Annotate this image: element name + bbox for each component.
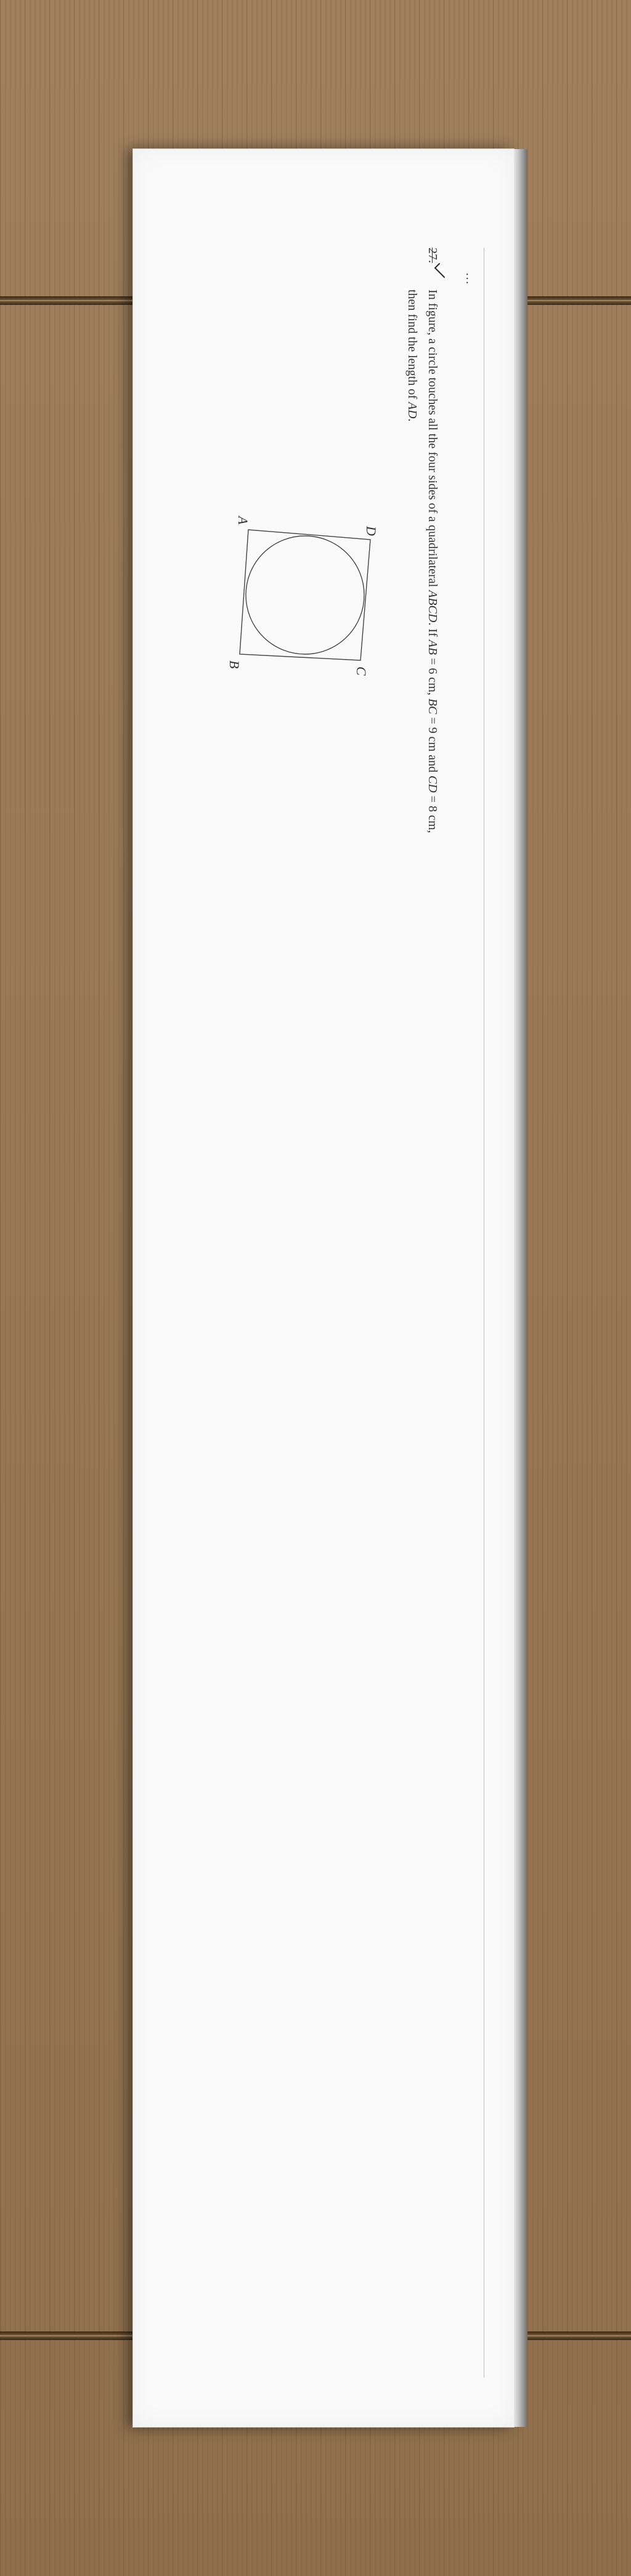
value-ab: 6 cm (426, 668, 439, 692)
value-cd: 8 cm (426, 806, 439, 830)
vertex-label-a: A (235, 515, 251, 525)
text-fragment: In figure, a circle touches all the four… (426, 290, 439, 590)
text-fragment: . If (426, 622, 439, 639)
math-ad: AD (405, 402, 419, 419)
inscribed-circle (246, 536, 364, 654)
text-fragment: = (426, 714, 439, 727)
math-ab: AB (426, 640, 439, 655)
vertex-label-b: B (227, 660, 242, 668)
question-text: In figure, a circle touches all the four… (219, 290, 442, 833)
text-fragment: and (426, 751, 439, 776)
vertex-label-c: C (354, 666, 369, 676)
vertex-label-d: D (364, 525, 379, 536)
figure-svg: D C B A (219, 511, 391, 684)
question-27: 27. In figure, a circle touches all the … (219, 248, 442, 2378)
question-line-1: In figure, a circle touches all the four… (423, 290, 442, 833)
tick-mark-icon (433, 262, 446, 278)
question-number-text: 27. (426, 248, 439, 263)
text-fragment: = (426, 793, 439, 806)
worksheet-paper: … 27. In figure, a circle touches all th… (132, 148, 515, 2428)
math-quad: ABCD (426, 590, 439, 622)
value-bc: 9 cm (426, 727, 439, 751)
question-line-2: then find the length of AD. (402, 290, 421, 833)
math-cd: CD (426, 776, 439, 793)
text-fragment: , (426, 692, 439, 699)
text-fragment: , (426, 830, 439, 833)
math-bc: BC (426, 699, 439, 715)
figure-quadrilateral-incircle: D C B A (219, 511, 391, 833)
text-fragment: . (405, 418, 419, 421)
text-fragment: = (426, 655, 439, 668)
text-fragment: then find the length of (405, 290, 419, 402)
rotated-page-wrapper: … 27. In figure, a circle touches all th… (0, 1072, 631, 1504)
quadrilateral (240, 530, 370, 660)
question-number: 27. (219, 248, 442, 276)
previous-question-fragment: … (463, 248, 477, 2378)
